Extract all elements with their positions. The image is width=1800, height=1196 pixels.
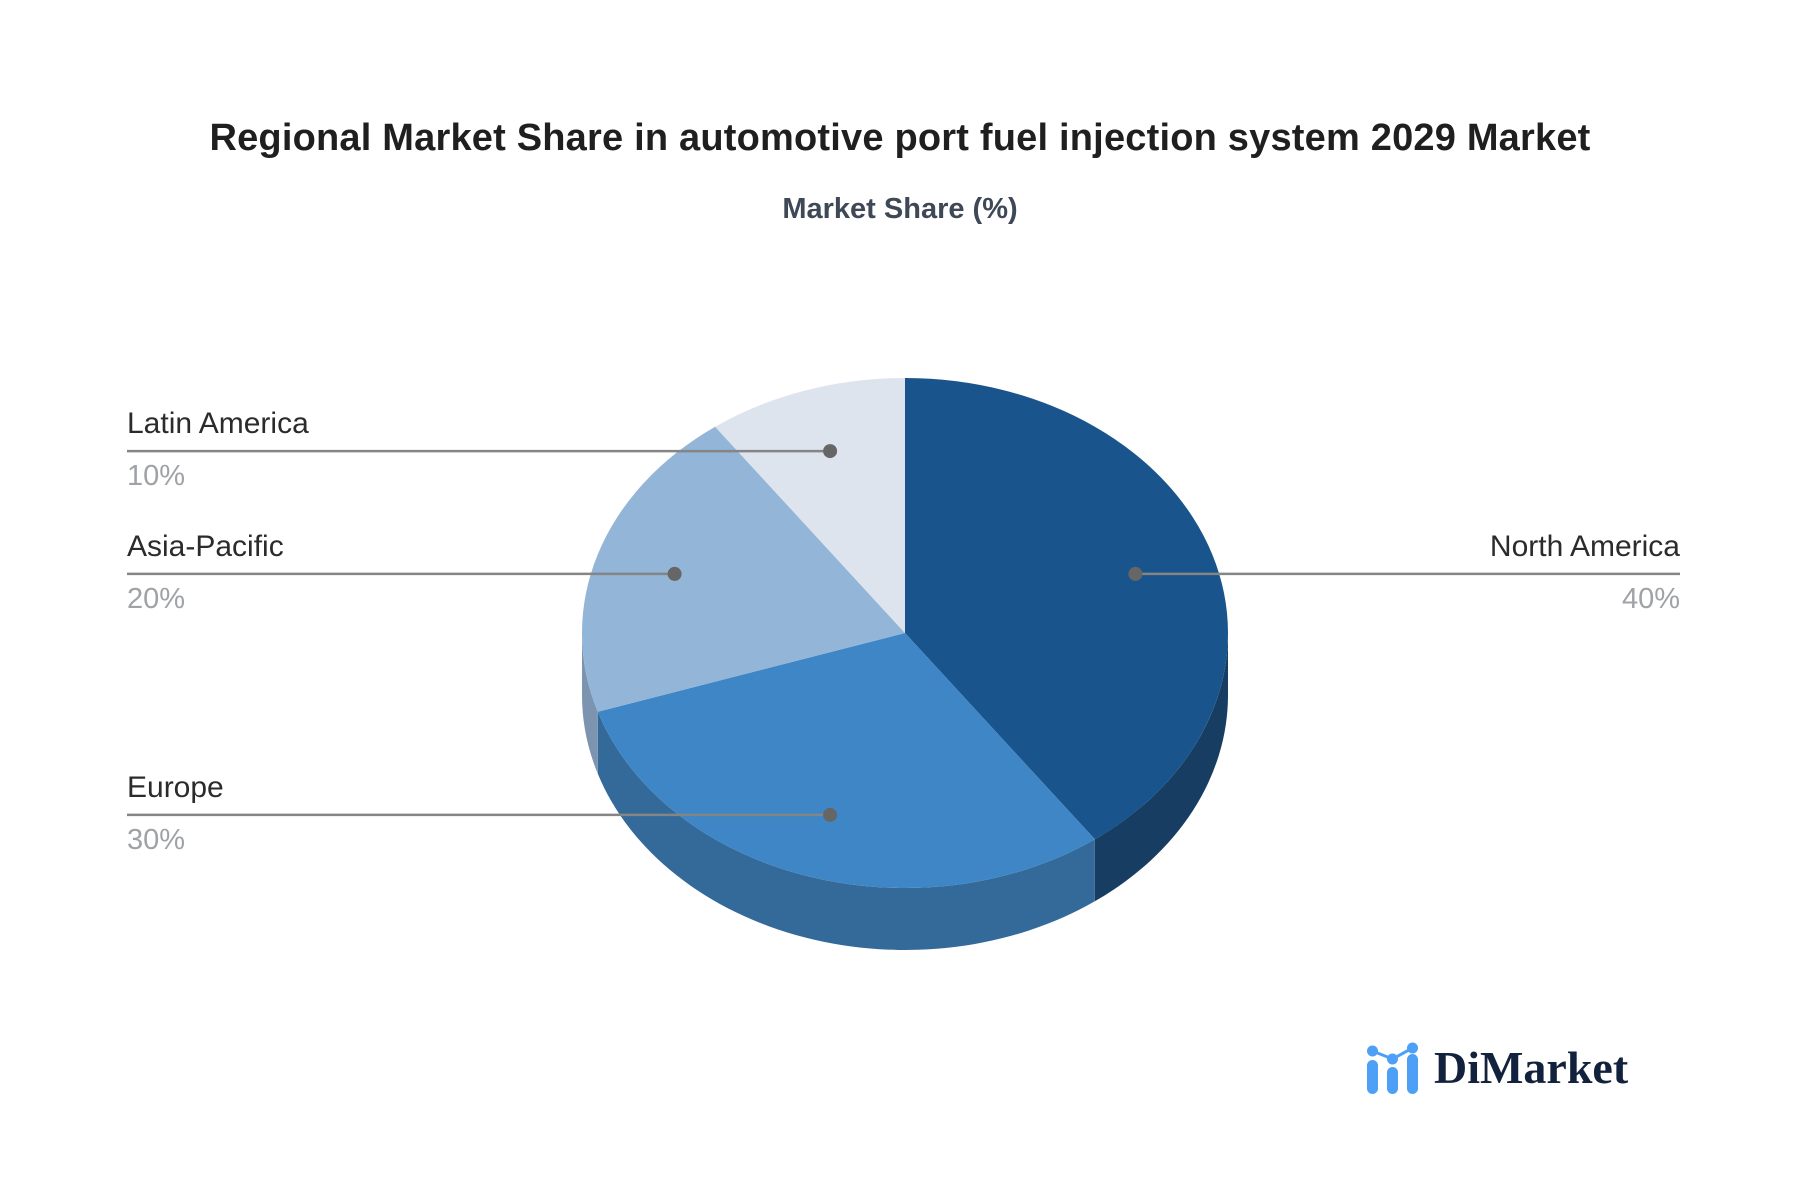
- logo-text: DiMarket: [1434, 1042, 1629, 1093]
- pie-slice-2[interactable]: [582, 426, 905, 712]
- pie-slice-side-0: [1094, 633, 1228, 902]
- leader-dot: [823, 807, 838, 822]
- pie-slice-0[interactable]: [905, 378, 1228, 840]
- pie-slice-side-2: [582, 633, 598, 774]
- leader-dot: [823, 444, 838, 459]
- slice-label-name: North America: [1489, 529, 1680, 563]
- bar-line-chart-logo-icon: [1367, 1042, 1418, 1094]
- slice-label: Europe 30%: [127, 769, 224, 857]
- slice-label-name: Latin America: [127, 407, 309, 441]
- chart-subtitle: Market Share (%): [782, 193, 1018, 225]
- pie-slice-3[interactable]: [715, 377, 905, 633]
- leader-dot: [1128, 566, 1143, 581]
- dimarket-logo: DiMarket: [1365, 1040, 1628, 1096]
- pie-slice-side-1: [597, 711, 1095, 950]
- slice-label: Asia-Pacific 20%: [127, 528, 284, 616]
- slice-label-value: 30%: [127, 823, 186, 856]
- pie-slice-1[interactable]: [597, 633, 1095, 888]
- chart-title: Regional Market Share in automotive port…: [209, 117, 1591, 159]
- slice-label: Latin America 10%: [127, 405, 309, 493]
- slice-label-name: Europe: [127, 770, 224, 804]
- slice-label: North America 40%: [1490, 528, 1680, 616]
- slice-label-value: 10%: [127, 460, 186, 493]
- leader-dot: [667, 566, 682, 581]
- slice-label-value: 40%: [1621, 582, 1680, 615]
- slice-label-name: Asia-Pacific: [127, 529, 284, 563]
- slice-label-value: 20%: [127, 582, 186, 615]
